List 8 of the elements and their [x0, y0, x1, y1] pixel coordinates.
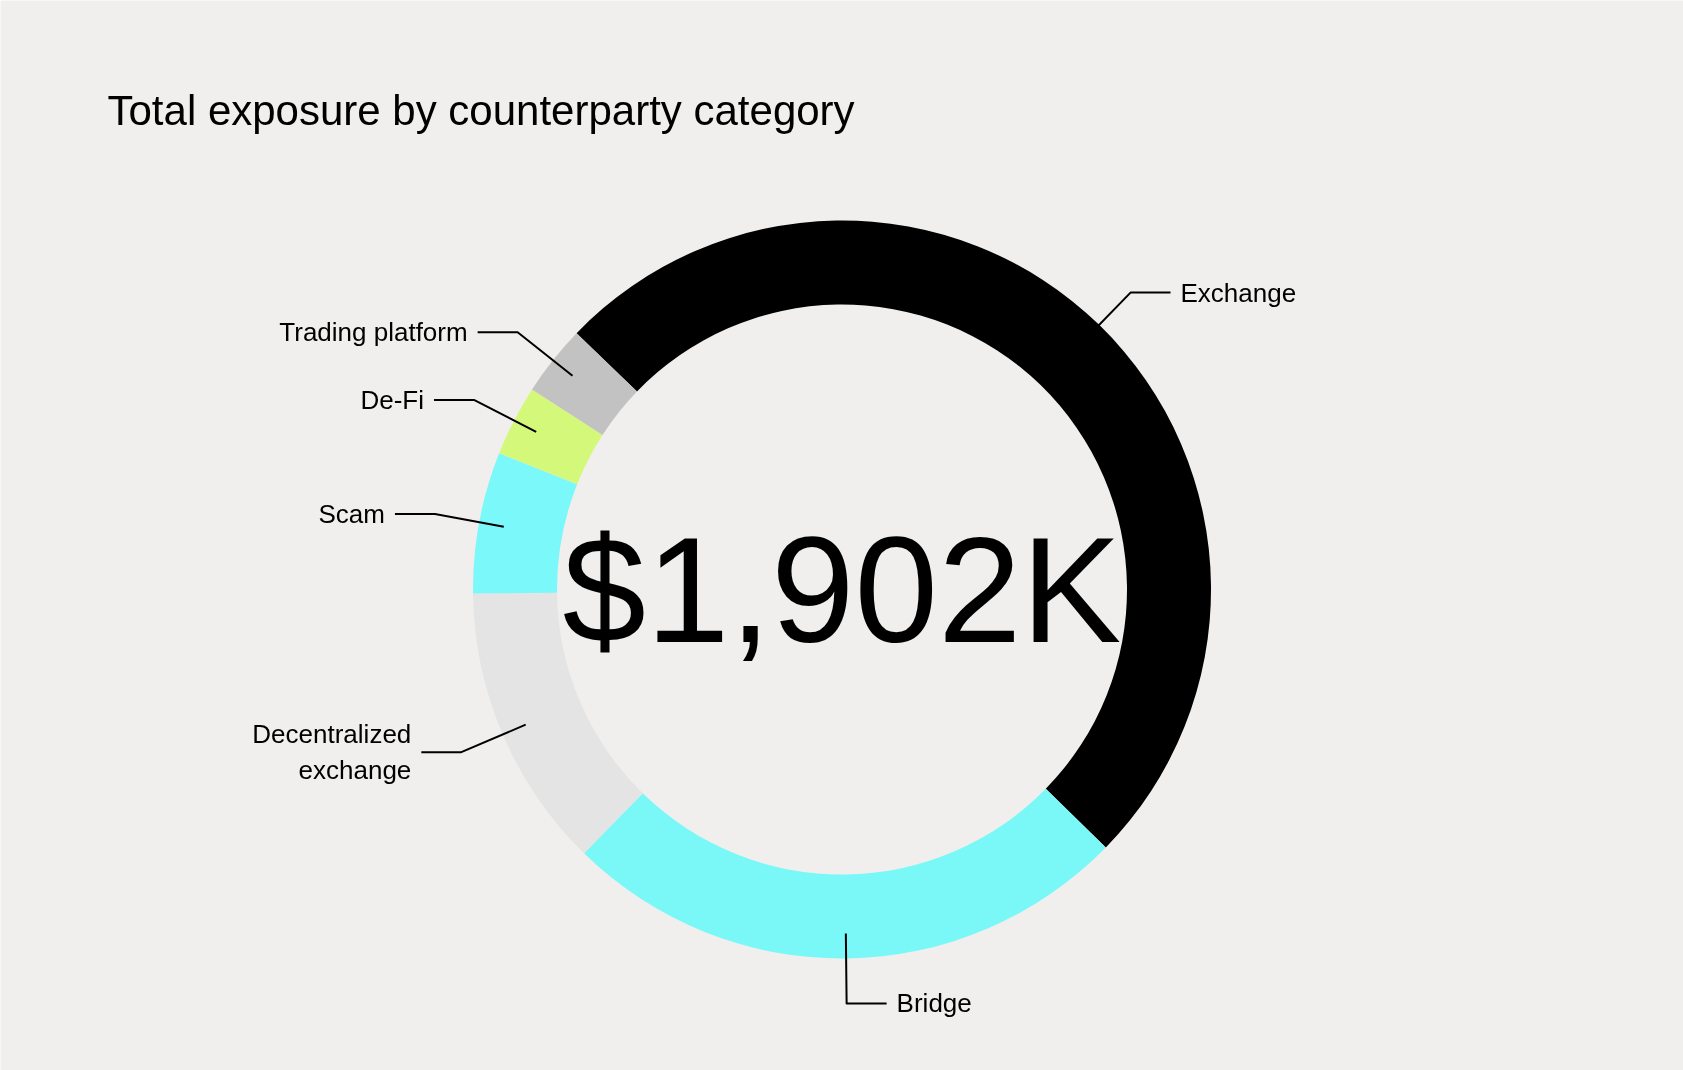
slice-label: Bridge [896, 988, 972, 1019]
text: $1,902K [562, 505, 1122, 674]
chart-title: Total exposure by counterparty category [107, 87, 855, 134]
slice-label: Scam [318, 498, 385, 529]
slice-label: Decentralized exchange [252, 719, 412, 786]
slice-label: De-Fi [360, 384, 424, 415]
slice-label: Trading platform [279, 317, 468, 348]
slice-label: Exchange [1180, 277, 1297, 308]
